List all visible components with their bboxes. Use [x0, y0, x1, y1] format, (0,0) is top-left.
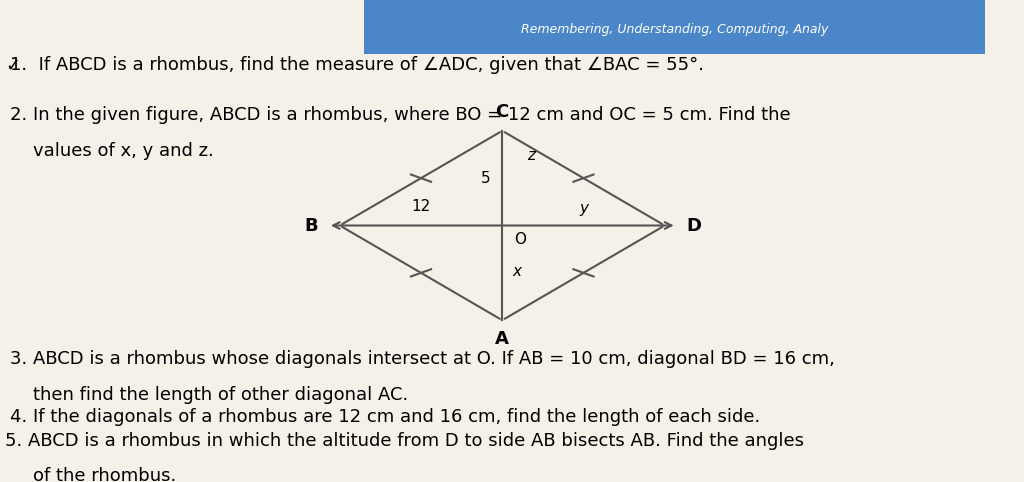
Text: 5. ABCD is a rhombus in which the altitude from D to side AB bisects AB. Find th: 5. ABCD is a rhombus in which the altitu…: [5, 432, 804, 450]
Text: y: y: [579, 201, 588, 215]
Text: O: O: [514, 232, 526, 247]
Text: Remembering, Understanding, Computing, Analy: Remembering, Understanding, Computing, A…: [521, 23, 828, 36]
Text: A: A: [496, 330, 509, 348]
Text: 4. If the diagonals of a rhombus are 12 cm and 16 cm, find the length of each si: 4. If the diagonals of a rhombus are 12 …: [10, 408, 760, 426]
Text: B: B: [304, 216, 318, 235]
Text: of the rhombus.: of the rhombus.: [10, 467, 176, 482]
Text: 2. In the given figure, ABCD is a rhombus, where BO = 12 cm and OC = 5 cm. Find : 2. In the given figure, ABCD is a rhombu…: [10, 106, 791, 124]
Text: D: D: [686, 216, 701, 235]
Text: z: z: [527, 148, 535, 163]
Text: 12: 12: [412, 199, 431, 214]
Text: x: x: [512, 264, 521, 279]
Text: values of x, y and z.: values of x, y and z.: [10, 142, 214, 160]
Text: ✓: ✓: [5, 56, 20, 74]
Text: 1.  If ABCD is a rhombus, find the measure of ∠ADC, given that ∠BAC = 55°.: 1. If ABCD is a rhombus, find the measur…: [10, 56, 703, 74]
FancyBboxPatch shape: [365, 0, 985, 54]
Text: 3. ABCD is a rhombus whose diagonals intersect at O. If AB = 10 cm, diagonal BD : 3. ABCD is a rhombus whose diagonals int…: [10, 349, 835, 368]
Text: then find the length of other diagonal AC.: then find the length of other diagonal A…: [10, 386, 409, 403]
Text: C: C: [496, 103, 509, 121]
Text: 5: 5: [481, 171, 490, 186]
